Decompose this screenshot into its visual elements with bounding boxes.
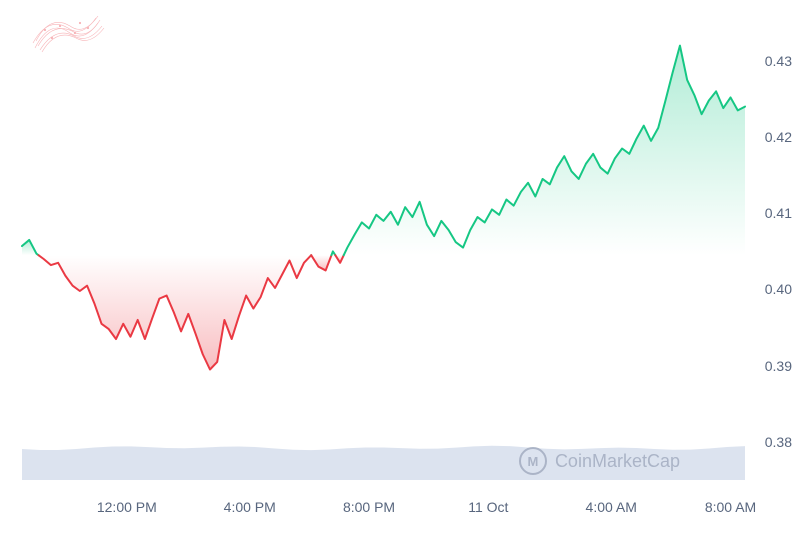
chart-svg <box>0 0 800 533</box>
watermark: M CoinMarketCap <box>519 447 680 475</box>
y-axis-label: 0.43 <box>765 53 792 69</box>
watermark-text: CoinMarketCap <box>555 451 680 472</box>
watermark-icon: M <box>519 447 547 475</box>
y-axis-label: 0.40 <box>765 281 792 297</box>
x-axis-label: 4:00 AM <box>586 499 637 515</box>
y-axis-label: 0.42 <box>765 129 792 145</box>
x-axis-label: 12:00 PM <box>97 499 157 515</box>
y-axis-label: 0.41 <box>765 205 792 221</box>
x-axis-label: 8:00 AM <box>705 499 756 515</box>
y-axis-label: 0.38 <box>765 434 792 450</box>
price-chart: M CoinMarketCap 0.38 0.39 0.40 0.41 0.42 0.43… <box>0 0 800 533</box>
x-axis-label: 11 Oct <box>468 499 508 515</box>
x-axis-label: 8:00 PM <box>343 499 395 515</box>
watermark-icon-letter: M <box>528 454 539 469</box>
x-axis-label: 4:00 PM <box>224 499 276 515</box>
y-axis-label: 0.39 <box>765 358 792 374</box>
